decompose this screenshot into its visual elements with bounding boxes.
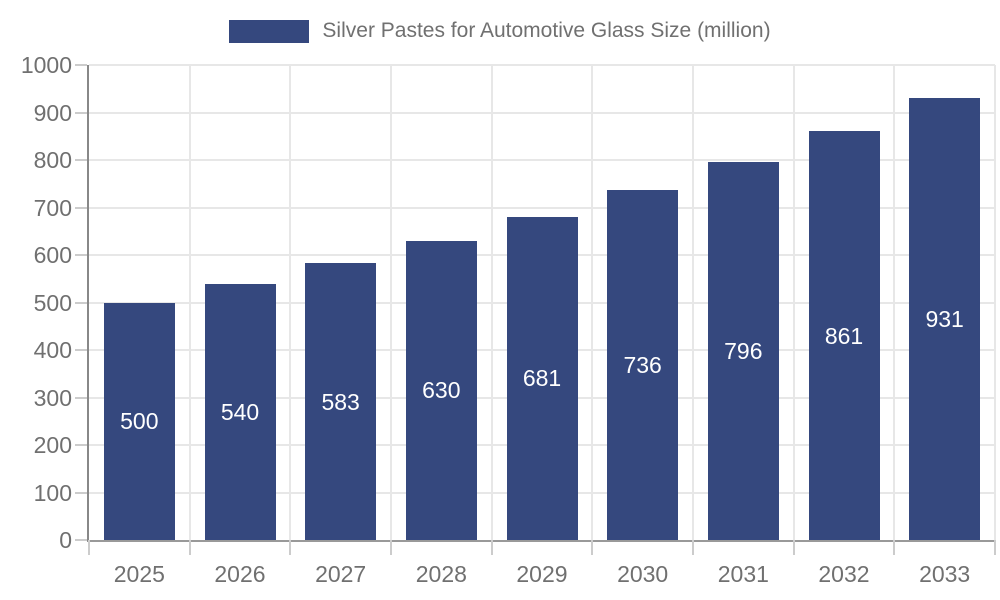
gridline-v [994,65,996,540]
y-axis-tick-label: 800 [33,147,72,173]
x-axis-tick [994,540,996,555]
gridline-v [490,65,493,540]
bar [405,240,477,540]
x-axis-tick-label: 2031 [717,561,769,587]
y-axis-tick [75,159,87,161]
x-axis-tick-label: 2028 [415,561,467,587]
bar-value-label: 630 [422,377,461,404]
bar-value-label: 796 [724,337,763,364]
gridline-h [89,206,995,209]
x-axis-tick-label: 2029 [516,561,568,587]
y-axis-tick-label: 900 [33,99,72,126]
y-axis-tick-label: 400 [33,337,72,363]
gridline-v [188,65,191,540]
x-axis-tick-label: 2027 [315,561,367,587]
legend-swatch-icon [229,19,310,43]
legend-series-label: Silver Pastes for Automotive Glass Size … [322,19,771,42]
gridline-v [692,65,694,540]
x-axis-tick [88,540,90,555]
y-axis-tick-label: 700 [33,194,72,221]
bar-value-label: 583 [321,388,360,415]
plot-area: 0 100 200 300 400 500 600 700 800 900 1000 500 2025 5… [21,52,996,587]
x-axis-tick [188,540,191,555]
y-axis-tick-label: 100 [33,479,72,506]
chart-legend: Silver Pastes for Automotive Glass Size … [0,17,1000,45]
x-axis-tick-label: 2026 [214,561,266,587]
y-axis-tick [75,396,87,399]
gridline-h [89,64,995,66]
y-axis-tick [75,111,87,114]
bar-value-label: 931 [925,305,964,332]
bar-value-label: 540 [220,398,260,425]
gridline-v [390,65,392,540]
y-axis-tick [75,349,87,351]
y-axis-tick [75,206,87,209]
y-axis-tick-label: 0 [59,527,72,553]
bar-value-label: 861 [824,322,864,349]
y-axis-tick-label: 1000 [20,52,72,78]
y-axis-tick [75,539,87,541]
x-axis-tick-label: 2030 [617,561,669,587]
gridline-v [591,65,594,540]
y-axis-tick [75,491,87,494]
x-axis-tick-label: 2032 [818,561,870,587]
x-axis-tick [792,540,795,555]
x-axis-tick [893,540,896,555]
y-axis-tick-label: 200 [33,432,72,458]
bar [506,216,578,540]
bar [808,131,880,540]
bar [707,161,779,540]
y-axis-tick-label: 500 [33,289,72,316]
x-axis-tick-label: 2033 [919,561,971,587]
bar-value-label: 681 [522,365,562,392]
y-axis-tick-label: 300 [33,384,72,411]
x-axis-tick-label: 2025 [113,561,165,587]
y-axis-tick-label: 600 [33,242,72,268]
y-axis-tick [75,444,87,446]
bar [607,190,679,540]
y-axis-tick [75,64,87,66]
gridline-h [89,111,995,114]
bar [103,302,175,540]
x-axis-tick [289,540,292,555]
bar [909,97,981,540]
gridline-v [893,65,896,540]
x-axis-tick [490,540,493,555]
bar [305,263,377,540]
gridline-h [89,159,995,161]
x-axis-tick [692,540,694,555]
gridline-v [289,65,292,540]
x-axis-tick [390,540,392,555]
bar-value-label: 736 [623,352,662,379]
bar [204,283,276,540]
x-axis-tick [591,540,594,555]
y-axis-tick [75,254,87,256]
bar-value-label: 500 [120,408,159,435]
gridline-v [792,65,795,540]
y-axis-tick [75,301,87,304]
legend-item-silver-pastes[interactable]: Silver Pastes for Automotive Glass Size … [229,19,771,43]
